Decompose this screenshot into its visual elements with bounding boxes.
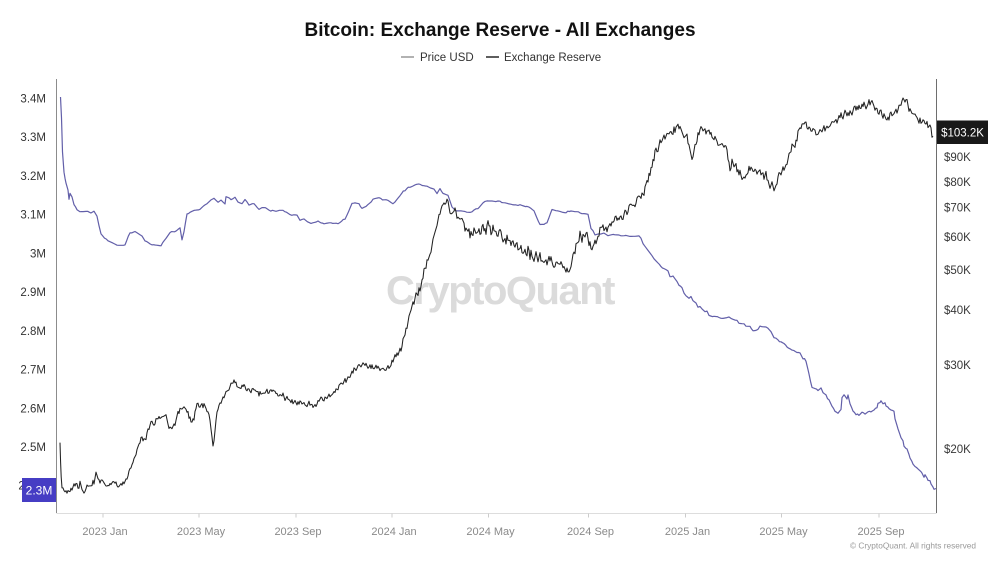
svg-text:2024 Sep: 2024 Sep [567, 526, 614, 538]
svg-text:3M: 3M [30, 248, 46, 260]
svg-text:$90K: $90K [944, 152, 971, 164]
svg-text:$80K: $80K [944, 177, 971, 189]
svg-text:2025 May: 2025 May [759, 526, 808, 538]
svg-text:2023 Sep: 2023 Sep [274, 526, 321, 538]
svg-text:2023 Jan: 2023 Jan [82, 526, 127, 538]
svg-text:2.7M: 2.7M [20, 365, 46, 377]
svg-text:Price USD: Price USD [420, 52, 474, 64]
svg-text:$103.2K: $103.2K [941, 128, 984, 140]
svg-text:$50K: $50K [944, 265, 971, 277]
svg-text:2023 May: 2023 May [177, 526, 226, 538]
svg-text:2025 Sep: 2025 Sep [857, 526, 904, 538]
svg-text:© CryptoQuant. All rights rese: © CryptoQuant. All rights reserved [850, 541, 976, 551]
svg-text:2.9M: 2.9M [20, 287, 46, 299]
svg-text:CryptoQuant: CryptoQuant [386, 269, 615, 313]
svg-text:2024 May: 2024 May [466, 526, 515, 538]
svg-text:2.8M: 2.8M [20, 326, 46, 338]
svg-text:2.6M: 2.6M [20, 403, 46, 415]
svg-text:$20K: $20K [944, 444, 971, 456]
svg-text:2025 Jan: 2025 Jan [665, 526, 710, 538]
svg-text:2024 Jan: 2024 Jan [371, 526, 416, 538]
svg-text:$30K: $30K [944, 360, 971, 372]
svg-text:3.2M: 3.2M [20, 171, 46, 183]
svg-text:2.3M: 2.3M [26, 484, 53, 498]
svg-text:$70K: $70K [944, 203, 971, 215]
svg-text:$60K: $60K [944, 232, 971, 244]
svg-text:3.3M: 3.3M [20, 132, 46, 144]
svg-text:2.5M: 2.5M [20, 442, 46, 454]
svg-text:Bitcoin: Exchange Reserve - Al: Bitcoin: Exchange Reserve - All Exchange… [304, 20, 695, 41]
svg-text:3.1M: 3.1M [20, 210, 46, 222]
svg-text:$40K: $40K [944, 305, 971, 317]
svg-text:3.4M: 3.4M [20, 94, 46, 106]
svg-text:Exchange Reserve: Exchange Reserve [504, 52, 601, 64]
